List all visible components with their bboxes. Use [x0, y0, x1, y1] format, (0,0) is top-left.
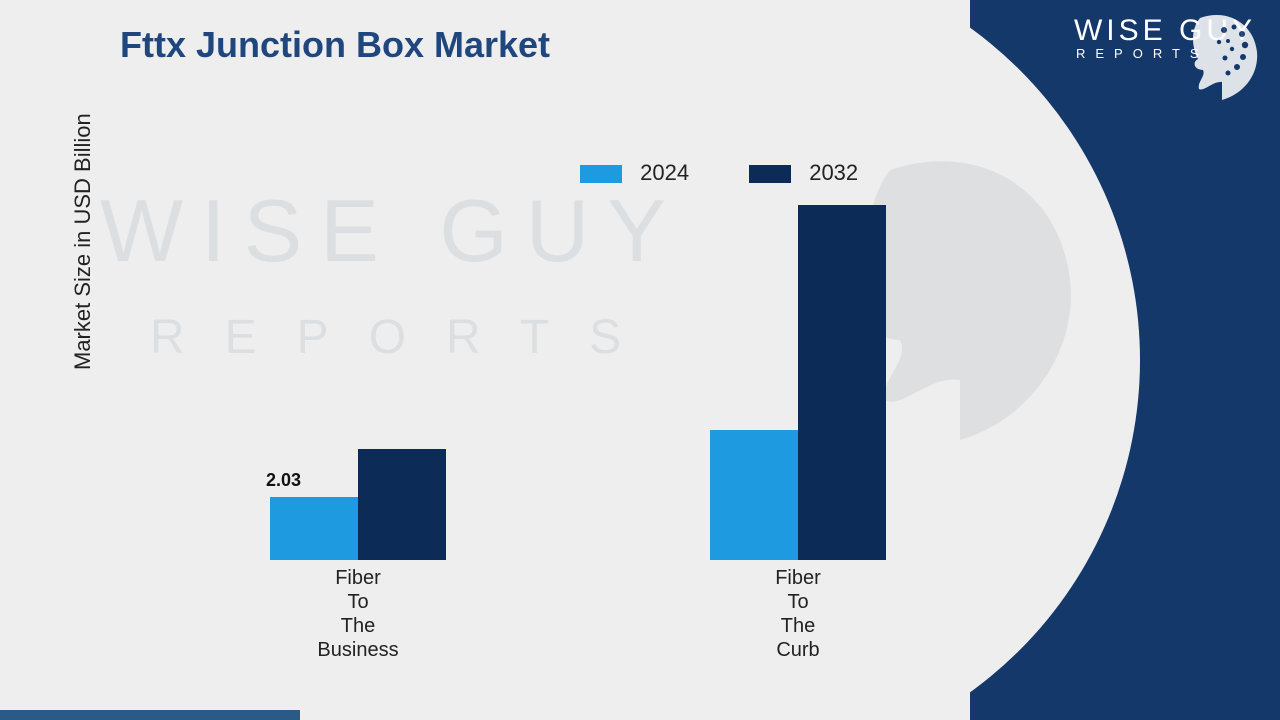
- legend-swatch: [580, 165, 622, 183]
- legend-label: 2024: [640, 160, 689, 185]
- footer-accent-bar: [0, 710, 300, 720]
- chart-title: Fttx Junction Box Market: [120, 24, 550, 66]
- stage: WISE GUY REPORTS Fttx Junction Box Marke…: [0, 0, 1280, 720]
- category-label: FiberToTheBusiness: [258, 560, 458, 662]
- legend-item: 2024: [580, 160, 689, 186]
- chart-plot: 2.03FiberToTheBusinessFiberToTheCurb: [100, 190, 920, 560]
- category-label: FiberToTheCurb: [698, 560, 898, 662]
- brand-logo: WISE GUY REPORTS: [1074, 14, 1256, 61]
- legend-label: 2032: [809, 160, 858, 185]
- legend: 2024 2032: [580, 160, 858, 186]
- bar: [798, 205, 886, 560]
- bar: [358, 449, 446, 560]
- bar: [270, 497, 358, 560]
- bar: [710, 430, 798, 560]
- brand-head-icon: [1182, 12, 1262, 102]
- legend-swatch: [749, 165, 791, 183]
- legend-item: 2032: [749, 160, 858, 186]
- y-axis-label: Market Size in USD Billion: [70, 113, 96, 370]
- bar-value-label: 2.03: [266, 470, 301, 491]
